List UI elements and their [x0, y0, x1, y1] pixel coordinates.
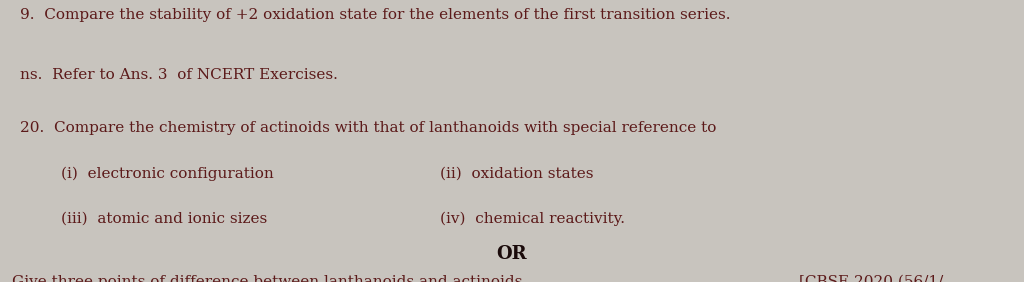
Text: (iv)  chemical reactivity.: (iv) chemical reactivity.: [440, 212, 626, 226]
Text: OR: OR: [497, 245, 527, 263]
Text: Give three points of difference between lanthanoids and actinoids.: Give three points of difference between …: [12, 275, 527, 282]
Text: (i)  electronic configuration: (i) electronic configuration: [61, 166, 274, 181]
Text: 9.  Compare the stability of +2 oxidation state for the elements of the first tr: 9. Compare the stability of +2 oxidation…: [20, 8, 731, 23]
Text: (ii)  oxidation states: (ii) oxidation states: [440, 166, 594, 180]
Text: ns.  Refer to Ans. 3  of NCERT Exercises.: ns. Refer to Ans. 3 of NCERT Exercises.: [20, 68, 338, 82]
Text: [CBSE 2020 (56/1/: [CBSE 2020 (56/1/: [799, 275, 943, 282]
Text: 20.  Compare the chemistry of actinoids with that of lanthanoids with special re: 20. Compare the chemistry of actinoids w…: [20, 121, 717, 135]
Text: (iii)  atomic and ionic sizes: (iii) atomic and ionic sizes: [61, 212, 267, 226]
